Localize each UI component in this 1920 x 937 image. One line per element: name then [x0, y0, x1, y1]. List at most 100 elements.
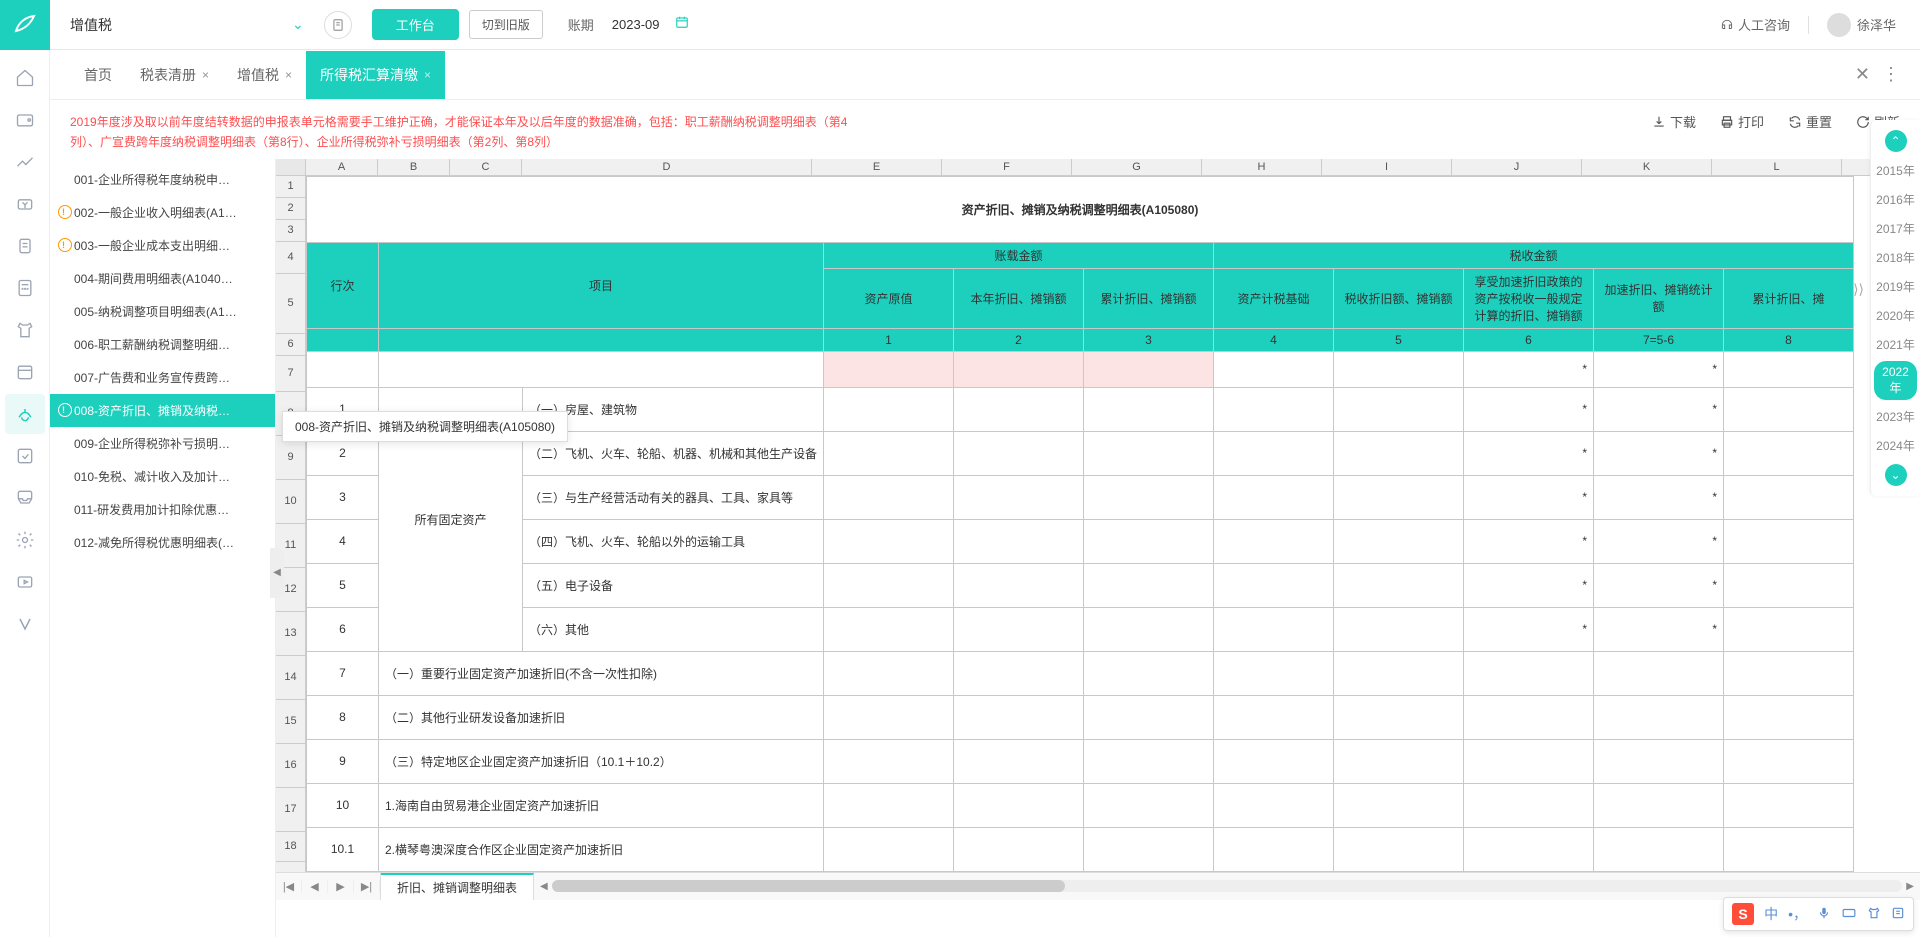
form-list-item[interactable]: 008-资产折旧、摊销及纳税… [50, 394, 275, 427]
year-item[interactable]: 2020年 [1870, 301, 1920, 330]
year-item[interactable]: 2024年 [1870, 431, 1920, 460]
row-header[interactable]: 9 [276, 436, 305, 480]
form-list-item[interactable]: 011-研发费用加计扣除优惠… [50, 493, 275, 526]
ime-mode[interactable]: 中 [1764, 904, 1778, 924]
sheet-tab[interactable]: 折旧、摊销调整明细表 [381, 873, 534, 900]
year-up-icon[interactable]: ⌃ [1885, 130, 1907, 152]
nav-chart-icon[interactable] [5, 142, 45, 182]
row-header[interactable]: 4 [276, 242, 305, 274]
nav-archive-icon[interactable] [5, 436, 45, 476]
form-list-item[interactable]: 012-减免所得税优惠明细表(… [50, 526, 275, 559]
more-menu-icon[interactable]: ⋮ [1882, 64, 1900, 85]
nav-video-icon[interactable] [5, 562, 45, 602]
year-item[interactable]: 2021年 [1870, 330, 1920, 359]
scroll-left-icon[interactable]: ◀ [540, 881, 548, 892]
form-list-item[interactable]: 010-免税、减计收入及加计… [50, 460, 275, 493]
nav-settings-icon[interactable] [5, 520, 45, 560]
horizontal-scrollbar[interactable]: ◀ ▶ [534, 873, 1920, 900]
col-header[interactable]: C [450, 159, 522, 175]
ime-skin-icon[interactable] [1867, 906, 1881, 923]
row-header[interactable]: 14 [276, 656, 305, 700]
nav-home-icon[interactable] [5, 58, 45, 98]
col-header[interactable]: G [1072, 159, 1202, 175]
row-header[interactable]: 1 [276, 176, 305, 198]
form-list-item[interactable]: 004-期间费用明细表(A1040… [50, 262, 275, 295]
nav-date-icon[interactable] [5, 352, 45, 392]
download-button[interactable]: 下载 [1652, 112, 1696, 131]
ime-tool-icon[interactable] [1891, 906, 1905, 923]
ime-mic-icon[interactable] [1817, 906, 1831, 923]
close-icon[interactable]: × [424, 68, 431, 82]
col-header[interactable]: D [522, 159, 812, 175]
col-header[interactable]: I [1322, 159, 1452, 175]
scroll-right-icon[interactable]: ▶ [1906, 881, 1914, 892]
org-selector[interactable]: 增值税 ⌄ [70, 15, 304, 35]
collapse-handle[interactable]: ◀ [270, 548, 284, 598]
switch-old-button[interactable]: 切到旧版 [469, 10, 543, 39]
row-header[interactable]: 13 [276, 612, 305, 656]
row-header[interactable]: 16 [276, 744, 305, 788]
nav-clipboard-icon[interactable] [5, 226, 45, 266]
ime-bar[interactable]: S 中 •， [1723, 897, 1914, 931]
sheet-last-icon[interactable]: ▶| [354, 880, 380, 893]
col-header[interactable]: F [942, 159, 1072, 175]
ime-punct-icon[interactable]: •， [1788, 904, 1807, 924]
expand-right-icon[interactable]: ⟩⟩ [1853, 281, 1864, 298]
nav-inbox-icon[interactable] [5, 478, 45, 518]
spreadsheet-table[interactable]: 资产折旧、摊销及纳税调整明细表(A105080)行次项目账载金额税收金额资产原值… [306, 176, 1854, 872]
print-button[interactable]: 打印 [1720, 112, 1764, 131]
col-header[interactable]: A [306, 159, 378, 175]
row-header[interactable]: 6 [276, 334, 305, 356]
year-item[interactable]: 2016年 [1870, 185, 1920, 214]
col-header[interactable]: J [1452, 159, 1582, 175]
nav-vip-icon[interactable] [5, 604, 45, 644]
nav-tax-icon[interactable] [5, 394, 45, 434]
year-item[interactable]: 2015年 [1870, 156, 1920, 185]
scroll-track[interactable] [552, 880, 1903, 892]
scroll-thumb[interactable] [552, 880, 1065, 892]
form-list-item[interactable]: 001-企业所得税年度纳税申… [50, 163, 275, 196]
row-header[interactable]: 10 [276, 480, 305, 524]
row-header[interactable]: 5 [276, 274, 305, 334]
tab-3[interactable]: 所得税汇算清缴× [306, 51, 445, 99]
year-item[interactable]: 2019年 [1870, 272, 1920, 301]
nav-money-icon[interactable] [5, 184, 45, 224]
row-header[interactable]: 3 [276, 220, 305, 242]
reset-button[interactable]: 重置 [1788, 112, 1832, 131]
year-item[interactable]: 2017年 [1870, 214, 1920, 243]
nav-wallet-icon[interactable] [5, 100, 45, 140]
calendar-icon[interactable] [675, 15, 689, 34]
tab-0[interactable]: 首页 [70, 51, 126, 99]
ime-keyboard-icon[interactable] [1841, 906, 1857, 923]
row-header[interactable]: 17 [276, 788, 305, 832]
row-header[interactable]: 7 [276, 356, 305, 392]
col-header[interactable]: H [1202, 159, 1322, 175]
ime-logo-icon[interactable]: S [1732, 903, 1754, 925]
user-menu[interactable]: 徐泽华 [1827, 13, 1896, 37]
sheet-prev-icon[interactable]: ◀ [302, 880, 328, 893]
app-logo[interactable] [0, 0, 50, 50]
form-list-item[interactable]: 002-一般企业收入明细表(A1… [50, 196, 275, 229]
year-down-icon[interactable]: ⌄ [1885, 464, 1907, 486]
row-header[interactable]: 2 [276, 198, 305, 220]
col-header[interactable]: E [812, 159, 942, 175]
col-header[interactable]: K [1582, 159, 1712, 175]
close-icon[interactable]: × [285, 68, 292, 82]
form-list-item[interactable]: 006-职工薪酬纳税调整明细… [50, 328, 275, 361]
year-item[interactable]: 2018年 [1870, 243, 1920, 272]
nav-shirt-icon[interactable] [5, 310, 45, 350]
col-header[interactable]: L [1712, 159, 1842, 175]
sheet-next-icon[interactable]: ▶ [328, 880, 354, 893]
tab-1[interactable]: 税表清册× [126, 51, 223, 99]
form-list-item[interactable]: 005-纳税调整项目明细表(A1… [50, 295, 275, 328]
doc-icon-button[interactable] [324, 11, 352, 39]
col-header[interactable]: B [378, 159, 450, 175]
form-list-item[interactable]: 003-一般企业成本支出明细… [50, 229, 275, 262]
year-item[interactable]: 2022年 [1874, 361, 1917, 400]
sheet-first-icon[interactable]: |◀ [276, 880, 302, 893]
consult-link[interactable]: 人工咨询 [1720, 15, 1790, 34]
form-list-item[interactable]: 009-企业所得税弥补亏损明… [50, 427, 275, 460]
workbench-button[interactable]: 工作台 [372, 9, 459, 40]
nav-calc-icon[interactable] [5, 268, 45, 308]
form-list-item[interactable]: 007-广告费和业务宣传费跨… [50, 361, 275, 394]
